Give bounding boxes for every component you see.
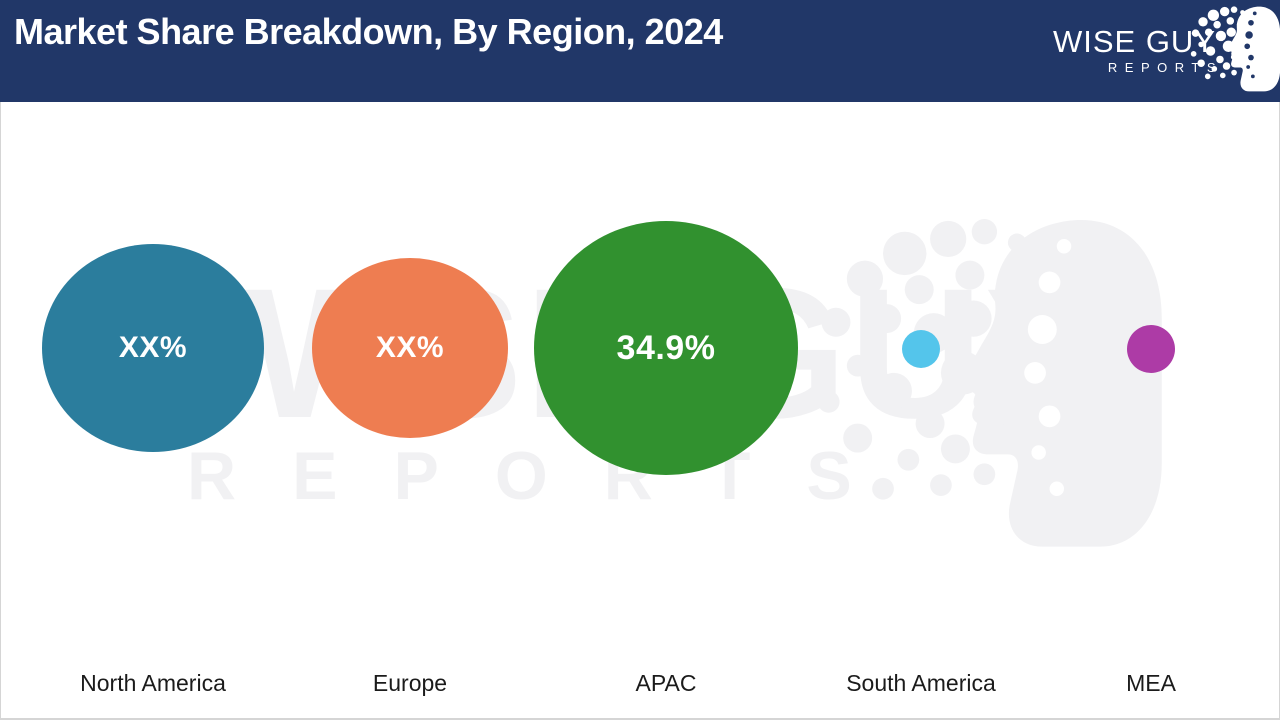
watermark-face-icon [807,210,1169,572]
wise-guy-logo: WISE GUY REPORTS [1030,0,1280,102]
bubble-mea [1127,325,1175,373]
watermark-subtitle: REPORTS [187,438,908,514]
bubble-value-label: XX% [375,331,445,364]
bubble-europe: XX% [312,258,508,438]
bubble-north-america: XX% [42,244,264,452]
logo-wordmark: WISE GUY [1052,24,1216,59]
category-label-apac: APAC [635,670,697,696]
logo-text: WISE GUY REPORTS [1053,26,1216,74]
logo-face-icon [1187,4,1280,98]
category-label-mea: MEA [1126,670,1176,696]
category-label-south-america: South America [846,670,996,696]
logo-subtitle: REPORTS [1107,60,1223,75]
header-bar: Market Share Breakdown, By Region, 2024 … [0,0,1280,102]
bubble-south-america [902,330,940,368]
bubble-value-label: 34.9% [616,328,716,367]
page-title: Market Share Breakdown, By Region, 2024 [14,11,723,52]
bubble-apac: 34.9% [534,221,798,475]
category-label-north-america: North America [80,670,226,696]
bubble-value-label: XX% [118,331,188,364]
category-label-europe: Europe [372,670,448,696]
